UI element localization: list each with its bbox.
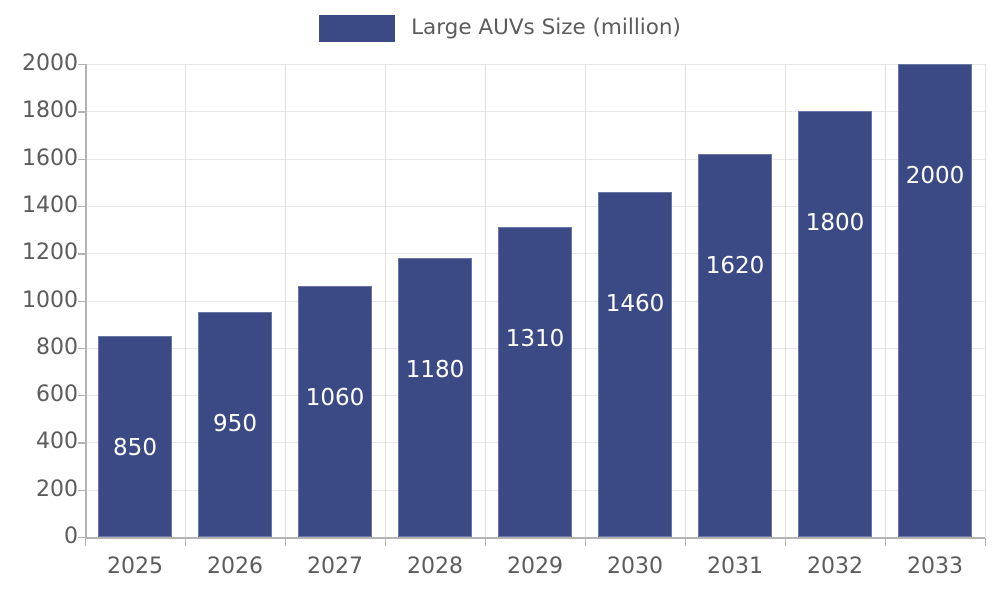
x-axis-tick-mark — [585, 538, 587, 546]
bar-2030[interactable]: 1460 — [598, 191, 672, 537]
x-axis-tick-mark — [485, 538, 487, 546]
y-axis-tick-label: 600 — [36, 382, 78, 408]
gridline-vertical — [585, 64, 586, 537]
x-axis-tick-mark — [285, 538, 287, 546]
gridline-vertical — [985, 64, 986, 537]
y-axis-tick-label: 1000 — [22, 287, 78, 313]
x-axis-tick-mark — [685, 538, 687, 546]
x-axis-tick-label-2032: 2032 — [807, 554, 863, 579]
gridline-vertical — [885, 64, 886, 537]
y-axis-tick-mark — [78, 347, 85, 350]
y-axis-tick-label: 400 — [36, 429, 78, 455]
bar-value-label-2025: 850 — [113, 434, 157, 461]
bar-2029[interactable]: 1310 — [498, 227, 572, 537]
gridline-vertical — [285, 64, 286, 537]
x-axis-tick-label-2025: 2025 — [107, 554, 163, 579]
gridline-vertical — [785, 64, 786, 537]
bar-value-label-2033: 2000 — [905, 163, 965, 189]
y-axis-tick-mark — [78, 489, 85, 492]
bar-2025[interactable]: 850 — [98, 335, 172, 537]
y-axis-tick-label: 800 — [36, 334, 78, 360]
y-axis-tick-label: 1800 — [22, 98, 78, 124]
y-axis-tick-mark — [78, 64, 85, 66]
x-axis-tick-label-2027: 2027 — [307, 554, 363, 579]
bar-value-label-2026: 950 — [213, 411, 257, 438]
bar-2033[interactable]: 2000 — [898, 64, 972, 537]
gridline-vertical — [685, 64, 686, 537]
bar-value-label-2030: 1460 — [605, 290, 665, 317]
bar-value-label-2028: 1180 — [405, 356, 465, 383]
x-axis-tick-mark — [885, 538, 887, 546]
gridline-horizontal — [85, 158, 985, 160]
bar-value-label-2031: 1620 — [705, 252, 765, 279]
x-axis-tick-label-2033: 2033 — [907, 554, 963, 579]
gridline-horizontal — [85, 205, 985, 207]
y-axis-tick-mark — [78, 442, 85, 444]
y-axis-tick-label: 2000 — [22, 51, 78, 76]
x-axis-tick-label-2031: 2031 — [707, 554, 763, 579]
bar-value-label-2032: 1800 — [805, 210, 865, 237]
bar-2028[interactable]: 1180 — [398, 257, 472, 537]
axis-spine-bottom — [85, 537, 985, 539]
x-axis-tick-mark — [985, 538, 987, 546]
y-axis-tick-label: 1200 — [22, 240, 78, 266]
x-axis-tick-label-2026: 2026 — [207, 554, 263, 579]
y-axis-tick-label: 0 — [64, 524, 78, 549]
x-axis-tick-mark — [785, 538, 787, 546]
y-axis-tick-mark — [78, 253, 85, 255]
chart-legend: Large AUVs Size (million) — [0, 8, 1000, 48]
gridline-horizontal — [85, 111, 985, 113]
bar-value-label-2029: 1310 — [505, 326, 565, 353]
bar-2032[interactable]: 1800 — [798, 111, 872, 537]
x-axis-tick-mark — [385, 538, 387, 546]
y-axis-tick-label: 1600 — [22, 145, 78, 171]
gridline-horizontal — [85, 64, 985, 65]
x-axis-tick-mark — [85, 538, 87, 546]
y-axis-tick-mark — [78, 158, 85, 160]
bar-2027[interactable]: 1060 — [298, 286, 372, 537]
bar-2026[interactable]: 950 — [198, 312, 272, 537]
plot-area: 850 950 1060 1180 1310 1460 1620 1800 2000 — [85, 64, 986, 537]
legend-swatch-large-auvs-size — [319, 14, 396, 42]
gridline-vertical — [485, 64, 486, 537]
gridline-vertical — [385, 64, 386, 537]
x-axis-tick-mark — [185, 538, 187, 546]
y-axis-tick-mark — [78, 111, 85, 113]
bar-2031[interactable]: 1620 — [698, 153, 772, 537]
y-axis-tick-mark — [78, 537, 85, 539]
x-axis-tick-label-2028: 2028 — [407, 554, 463, 579]
y-axis-tick-mark — [78, 395, 85, 397]
legend-label-large-auvs-size: Large AUVs Size (million) — [411, 15, 681, 41]
y-axis-tick-mark — [78, 205, 85, 208]
x-axis-tick-label-2029: 2029 — [507, 554, 563, 579]
gridline-vertical — [185, 64, 186, 537]
axis-spine-left — [85, 64, 87, 537]
x-axis-tick-label-2030: 2030 — [607, 554, 663, 579]
y-axis-tick-label: 1400 — [22, 192, 78, 218]
y-axis-tick-label: 200 — [36, 476, 78, 502]
y-axis-tick-mark — [78, 300, 85, 302]
bar-value-label-2027: 1060 — [305, 385, 365, 412]
